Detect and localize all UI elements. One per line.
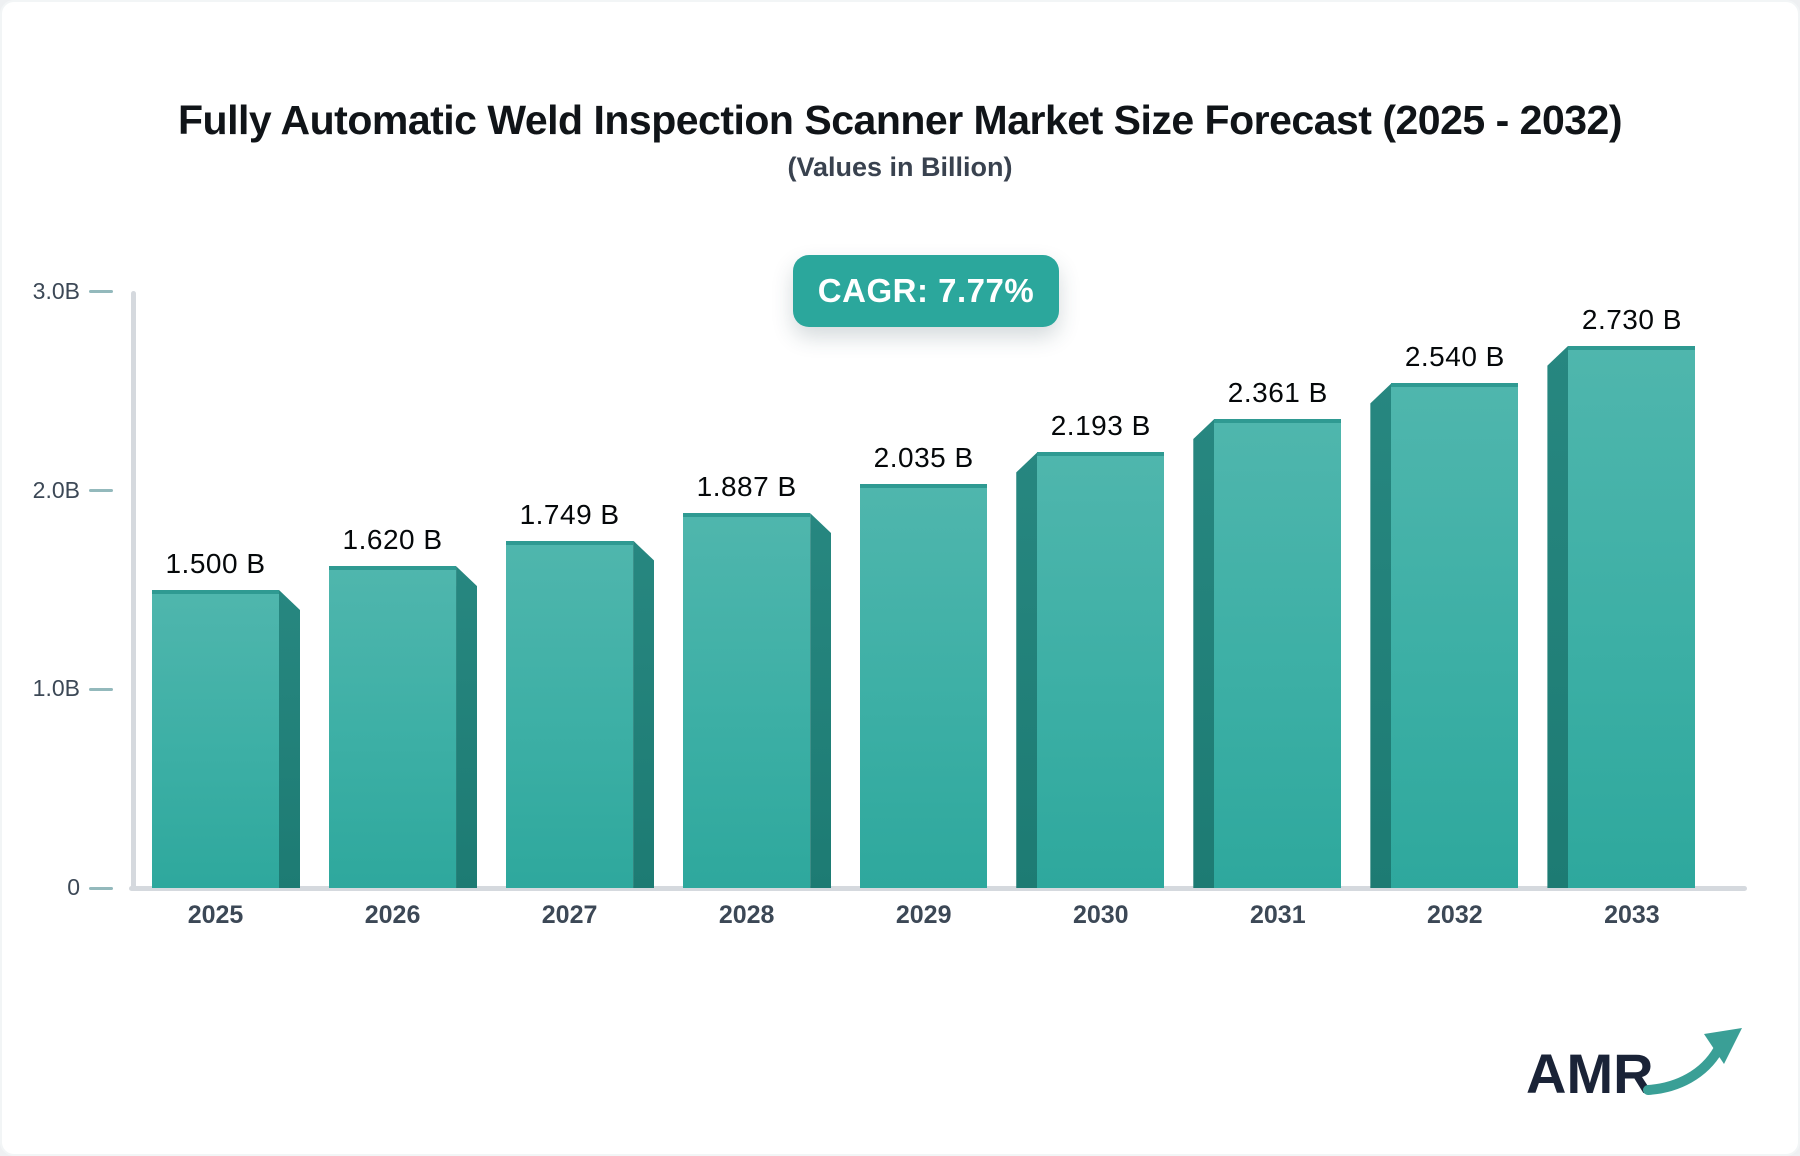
- bar-3d-side: [633, 540, 655, 888]
- bar: [1391, 383, 1519, 888]
- x-axis-baseline: [129, 886, 1747, 891]
- y-axis-tick-label: 1.0B: [32, 675, 80, 702]
- bar-value-label: 1.620 B: [342, 524, 443, 556]
- bar-3d-side: [1016, 452, 1038, 888]
- y-axis-tick-mark: [89, 489, 113, 493]
- bar-value-label: 2.540 B: [1404, 341, 1505, 373]
- x-axis-category-label: 2025: [187, 901, 244, 929]
- bar-value-label: 2.730 B: [1581, 303, 1682, 335]
- x-axis-category-label: 2030: [1072, 901, 1129, 929]
- bar: [1214, 418, 1342, 888]
- x-axis-category-label: 2027: [541, 901, 598, 929]
- cagr-badge-label: CAGR: 7.77%: [817, 272, 1035, 309]
- chart-title: Fully Automatic Weld Inspection Scanner …: [177, 97, 1623, 143]
- x-axis-category-label: 2029: [895, 901, 952, 929]
- chart-subtitle: (Values in Billion): [787, 152, 1013, 182]
- x-axis-category-label: 2028: [718, 901, 775, 929]
- bar: [506, 540, 634, 888]
- bar-3d-side: [1547, 345, 1569, 888]
- y-axis-tick-label: 0: [67, 874, 80, 900]
- y-axis-tick-label: 3.0B: [32, 277, 80, 304]
- x-axis-category-label: 2032: [1427, 901, 1483, 929]
- x-axis-category-label: 2033: [1604, 901, 1660, 929]
- amr-logo-text: AMR: [1526, 1042, 1654, 1105]
- y-axis-tick-mark: [89, 687, 113, 691]
- bar: [1568, 345, 1696, 888]
- bar-value-label: 1.500 B: [165, 547, 266, 579]
- bar-3d-side: [456, 566, 478, 888]
- y-axis-tick-label: 2.0B: [32, 476, 80, 503]
- cagr-badge: CAGR: 7.77%: [793, 255, 1059, 327]
- bar-value-label: 2.193 B: [1050, 410, 1151, 442]
- bar-3d-side: [810, 513, 832, 888]
- x-axis-category-label: 2031: [1249, 901, 1306, 929]
- bar-value-label: 2.035 B: [873, 441, 974, 473]
- bar-value-label: 1.749 B: [519, 498, 620, 530]
- bar: [860, 483, 988, 888]
- bar-3d-side: [1193, 418, 1215, 888]
- bar-3d-side: [279, 589, 300, 888]
- bar: [152, 589, 279, 888]
- bar: [329, 566, 457, 888]
- bar-value-label: 1.887 B: [696, 471, 797, 503]
- y-axis-tick-mark: [89, 290, 113, 294]
- bar-value-label: 2.361 B: [1227, 376, 1328, 408]
- bar: [683, 513, 811, 888]
- y-axis-tick-mark: [89, 886, 113, 890]
- x-axis-category-label: 2026: [364, 901, 421, 929]
- amr-logo: AMR: [1526, 1024, 1754, 1102]
- y-axis-line: [131, 291, 136, 889]
- trend-up-arrow-icon: [1642, 1028, 1742, 1095]
- bar-3d-side: [1370, 383, 1392, 888]
- bar: [1037, 452, 1165, 888]
